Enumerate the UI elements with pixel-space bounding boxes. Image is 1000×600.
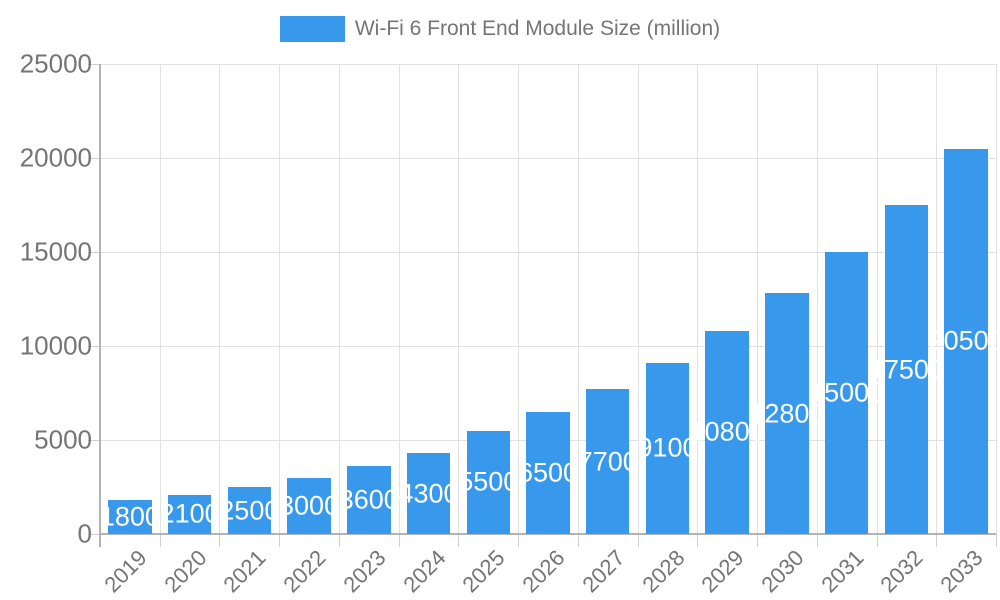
- y-tick-label: 10000: [19, 330, 92, 361]
- legend: Wi-Fi 6 Front End Module Size (million): [0, 16, 1000, 42]
- legend-swatch-icon: [279, 16, 345, 42]
- h-gridline: [100, 64, 996, 65]
- x-tick: [338, 534, 340, 547]
- x-tick: [219, 534, 221, 547]
- bar: [705, 330, 749, 534]
- bar-value-label: 3000: [279, 490, 340, 521]
- bar-value-label: 12800: [749, 398, 825, 429]
- x-tick: [936, 534, 938, 547]
- bar: [824, 252, 869, 534]
- v-gridline: [458, 64, 460, 534]
- bar-value-label: 15000: [809, 377, 885, 408]
- y-tick-label: 15000: [19, 236, 92, 267]
- v-gridline: [757, 64, 759, 534]
- bar: [884, 205, 929, 534]
- x-tick-label: 2029: [696, 545, 749, 598]
- h-gridline: [100, 158, 996, 159]
- x-tick-label: 2022: [278, 545, 331, 598]
- v-gridline: [996, 64, 997, 534]
- bar-value-label: 20500: [928, 325, 1000, 356]
- bar: [227, 487, 272, 534]
- bar: [287, 477, 331, 534]
- bar-value-label: 17500: [868, 354, 944, 384]
- bar: [765, 293, 809, 534]
- bar: [406, 453, 451, 534]
- legend-item[interactable]: Wi-Fi 6 Front End Module Size (million): [279, 16, 721, 42]
- x-tick: [577, 534, 579, 547]
- v-gridline: [637, 64, 639, 534]
- y-tick: [88, 64, 100, 65]
- x-tick-label: 2028: [636, 545, 690, 598]
- legend-label: Wi-Fi 6 Front End Module Size (million): [354, 17, 721, 40]
- bar-value-label: 6500: [517, 457, 579, 488]
- bar-value-label: 7700: [577, 446, 638, 477]
- bar-value-label: 3600: [338, 484, 399, 515]
- x-tick-label: 2025: [457, 545, 510, 598]
- x-tick-label: 2023: [338, 545, 391, 598]
- bar: [108, 500, 152, 534]
- x-tick: [518, 534, 520, 547]
- y-axis-line: [99, 64, 101, 547]
- x-tick-label: 2026: [517, 545, 570, 598]
- y-tick: [88, 158, 100, 159]
- v-gridline: [936, 64, 938, 534]
- x-tick: [637, 534, 639, 547]
- x-tick-label: 2030: [756, 545, 809, 598]
- bar: [347, 466, 391, 534]
- h-gridline: [100, 346, 996, 347]
- y-tick-label: 5000: [34, 424, 92, 455]
- x-tick: [816, 534, 818, 547]
- bar-value-label: 2500: [219, 495, 280, 525]
- bar: [944, 148, 988, 534]
- y-tick: [88, 440, 100, 441]
- y-tick: [88, 252, 100, 253]
- v-gridline: [338, 64, 340, 534]
- x-tick: [458, 534, 460, 547]
- bar: [645, 362, 690, 534]
- x-tick-label: 2033: [935, 545, 988, 598]
- x-tick-label: 2031: [816, 545, 869, 598]
- x-tick-label: 2024: [397, 545, 451, 598]
- x-tick-label: 2020: [158, 545, 212, 598]
- x-tick: [697, 534, 699, 547]
- bar-value-label: 4300: [398, 478, 459, 509]
- v-gridline: [219, 64, 221, 534]
- v-gridline: [279, 64, 281, 534]
- v-gridline: [518, 64, 520, 534]
- x-tick: [398, 534, 400, 547]
- bar: [526, 411, 570, 534]
- bar-value-label: 5500: [458, 466, 519, 497]
- y-tick: [88, 346, 100, 347]
- bar-value-label: 10800: [689, 416, 765, 447]
- x-tick: [876, 534, 878, 547]
- v-gridline: [159, 64, 161, 534]
- bar-value-label: 2100: [159, 498, 220, 529]
- v-gridline: [816, 64, 818, 534]
- v-gridline: [697, 64, 699, 534]
- x-tick-label: 2021: [218, 545, 272, 598]
- bar: [167, 494, 212, 534]
- bar: [466, 430, 511, 534]
- bar: [585, 389, 630, 534]
- y-tick: [88, 534, 100, 535]
- bar-value-label: 1800: [99, 501, 160, 532]
- v-gridline: [577, 64, 579, 534]
- x-tick: [757, 534, 759, 547]
- x-tick: [159, 534, 161, 547]
- x-tick: [279, 534, 281, 547]
- y-tick-label: 0: [77, 518, 92, 549]
- x-axis-line: [100, 533, 996, 535]
- x-tick: [996, 534, 997, 547]
- x-tick-label: 2019: [99, 545, 152, 598]
- y-tick-label: 25000: [19, 48, 92, 79]
- y-tick-label: 20000: [19, 142, 92, 173]
- x-tick-label: 2032: [875, 545, 929, 598]
- h-gridline: [100, 252, 996, 253]
- bar-value-label: 9100: [637, 432, 698, 463]
- v-gridline: [398, 64, 400, 534]
- v-gridline: [876, 64, 878, 534]
- x-tick-label: 2027: [577, 545, 630, 598]
